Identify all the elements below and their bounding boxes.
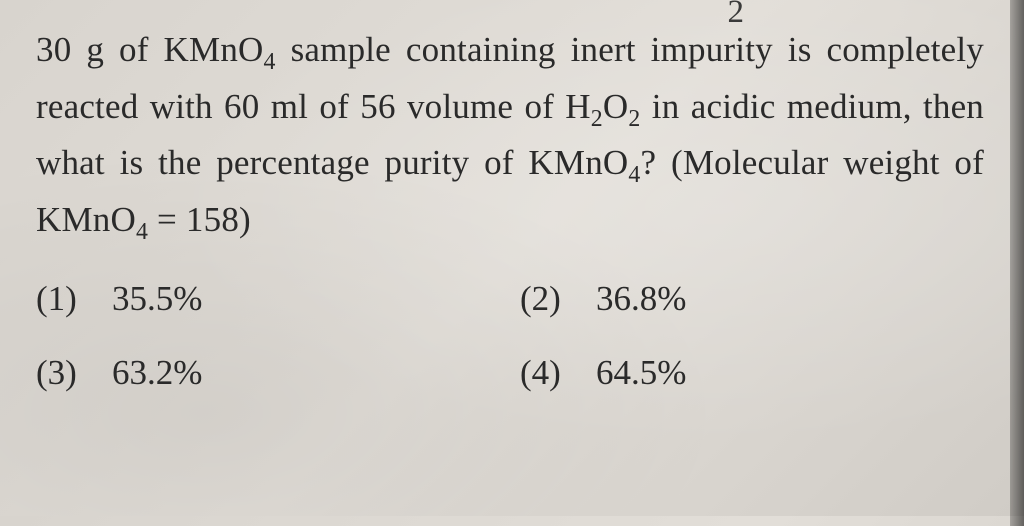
option-3[interactable]: (3) 63.2%: [36, 353, 500, 393]
q-part: 30 g of KMnO: [36, 30, 264, 69]
q-sub: 4: [264, 49, 276, 75]
q-part: = 158): [148, 200, 251, 239]
option-text: 64.5%: [596, 353, 686, 393]
option-number: (2): [520, 279, 596, 319]
options-grid: (1) 35.5% (2) 36.8% (3) 63.2% (4) 64.5%: [36, 279, 984, 393]
q-sub: 4: [628, 162, 640, 188]
question-text: 30 g of KMnO4 sample containing inert im…: [36, 22, 984, 249]
option-text: 63.2%: [112, 353, 202, 393]
option-number: (4): [520, 353, 596, 393]
q-sub: 2: [628, 106, 640, 132]
q-sub: 4: [136, 219, 148, 245]
option-text: 36.8%: [596, 279, 686, 319]
option-text: 35.5%: [112, 279, 202, 319]
option-number: (1): [36, 279, 112, 319]
option-2[interactable]: (2) 36.8%: [520, 279, 984, 319]
q-part: O: [603, 87, 628, 126]
q-sub: 2: [591, 106, 603, 132]
page-edge-shadow: [1010, 0, 1024, 526]
option-number: (3): [36, 353, 112, 393]
option-1[interactable]: (1) 35.5%: [36, 279, 500, 319]
option-4[interactable]: (4) 64.5%: [520, 353, 984, 393]
